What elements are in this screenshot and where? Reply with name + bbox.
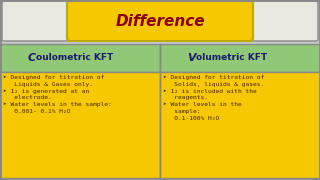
Bar xyxy=(0,44,160,72)
Bar xyxy=(0,72,160,178)
Text: C: C xyxy=(28,53,36,63)
FancyBboxPatch shape xyxy=(252,1,318,41)
Text: olumetric KFT: olumetric KFT xyxy=(196,53,267,62)
Text: Difference: Difference xyxy=(115,14,205,28)
Bar xyxy=(160,44,320,72)
FancyBboxPatch shape xyxy=(2,1,68,41)
Text: oulometric KFT: oulometric KFT xyxy=(36,53,113,62)
Text: V: V xyxy=(188,53,196,63)
Bar xyxy=(160,72,320,178)
Text: ➤ Designed for titration of
   Solids, liquids & gases.
➤ I₂ is included with th: ➤ Designed for titration of Solids, liqu… xyxy=(163,75,264,121)
Text: ➤ Designed for titration of
   Liquids & Gases only.
➤ I₂ is generated at an
   : ➤ Designed for titration of Liquids & Ga… xyxy=(3,75,112,114)
FancyBboxPatch shape xyxy=(67,1,253,41)
